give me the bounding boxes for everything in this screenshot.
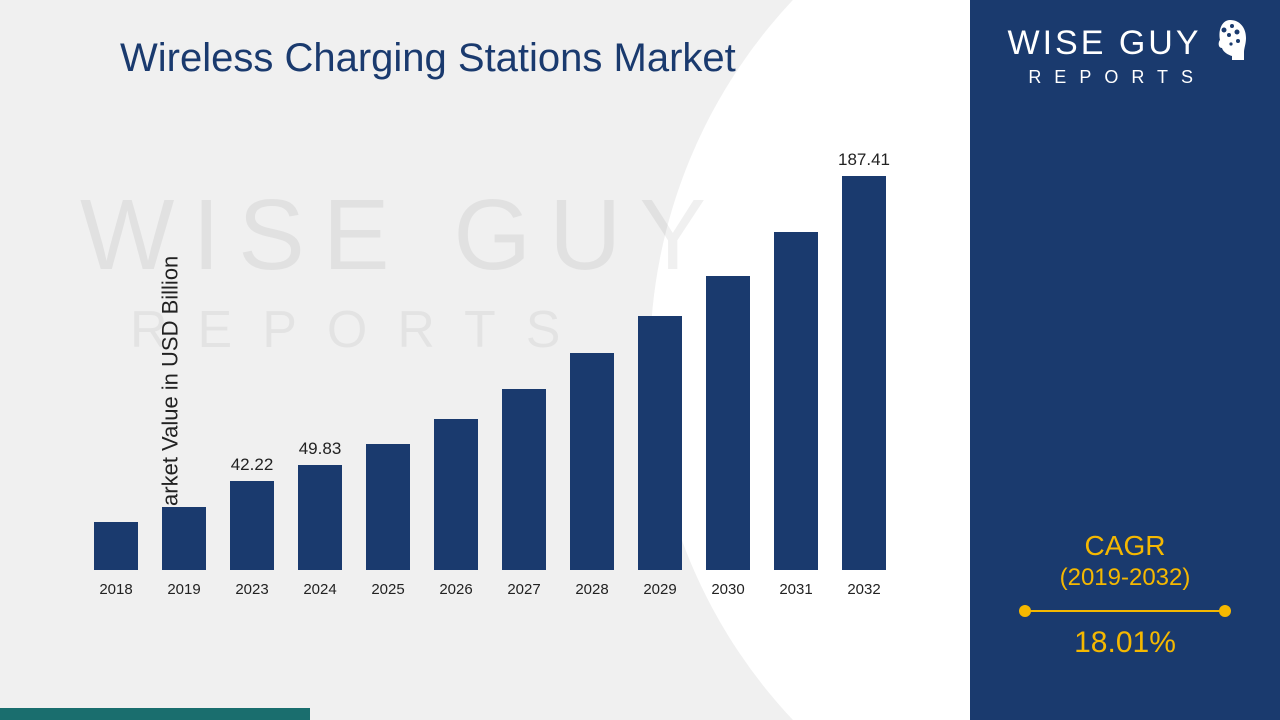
- bar-value-label: 49.83: [299, 439, 342, 459]
- bar: [434, 419, 478, 570]
- bar: [706, 276, 750, 570]
- bar: [366, 444, 410, 570]
- x-tick-label: 2025: [371, 581, 404, 598]
- bar: [162, 507, 206, 570]
- infographic-canvas: WISE GUY REPORTS Wireless Charging Stati…: [0, 0, 1280, 720]
- x-tick-label: 2032: [847, 581, 880, 598]
- bar: [298, 465, 342, 570]
- cagr-box: CAGR (2019-2032) 18.01%: [1000, 530, 1250, 660]
- cagr-label: CAGR: [1000, 530, 1250, 562]
- x-tick-label: 2031: [779, 581, 812, 598]
- logo-line2: REPORTS: [990, 67, 1250, 88]
- bar-value-label: 42.22: [231, 455, 274, 475]
- head-icon: [1210, 18, 1250, 69]
- x-tick-label: 2019: [167, 581, 200, 598]
- cagr-divider: [1025, 610, 1225, 612]
- bar-chart: 2018 2019 2023 42.22 2024 49.83 2025 2026 2027 20…: [88, 160, 908, 600]
- bottom-accent-bar: [0, 708, 310, 720]
- x-tick-label: 2029: [643, 581, 676, 598]
- x-tick-label: 2023: [235, 581, 268, 598]
- bar: [774, 232, 818, 571]
- x-tick-label: 2027: [507, 581, 540, 598]
- cagr-range: (2019-2032): [1000, 564, 1250, 592]
- cagr-value: 18.01%: [1000, 626, 1250, 660]
- x-tick-label: 2026: [439, 581, 472, 598]
- x-tick-label: 2018: [99, 581, 132, 598]
- x-tick-label: 2024: [303, 581, 336, 598]
- x-tick-label: 2028: [575, 581, 608, 598]
- bar: [570, 353, 614, 570]
- chart-title: Wireless Charging Stations Market: [120, 36, 736, 81]
- bar: [230, 481, 274, 570]
- brand-logo: WISE GUY REPORTS: [990, 18, 1250, 88]
- plot-area: 20182019202342.22202449.8320252026202720…: [88, 160, 908, 570]
- bar: [638, 316, 682, 570]
- logo-line1: WISE GUY: [1008, 24, 1202, 63]
- bar: [94, 522, 138, 570]
- bar: [502, 389, 546, 570]
- bar-value-label: 187.41: [838, 150, 890, 170]
- bar: [842, 176, 886, 570]
- x-tick-label: 2030: [711, 581, 744, 598]
